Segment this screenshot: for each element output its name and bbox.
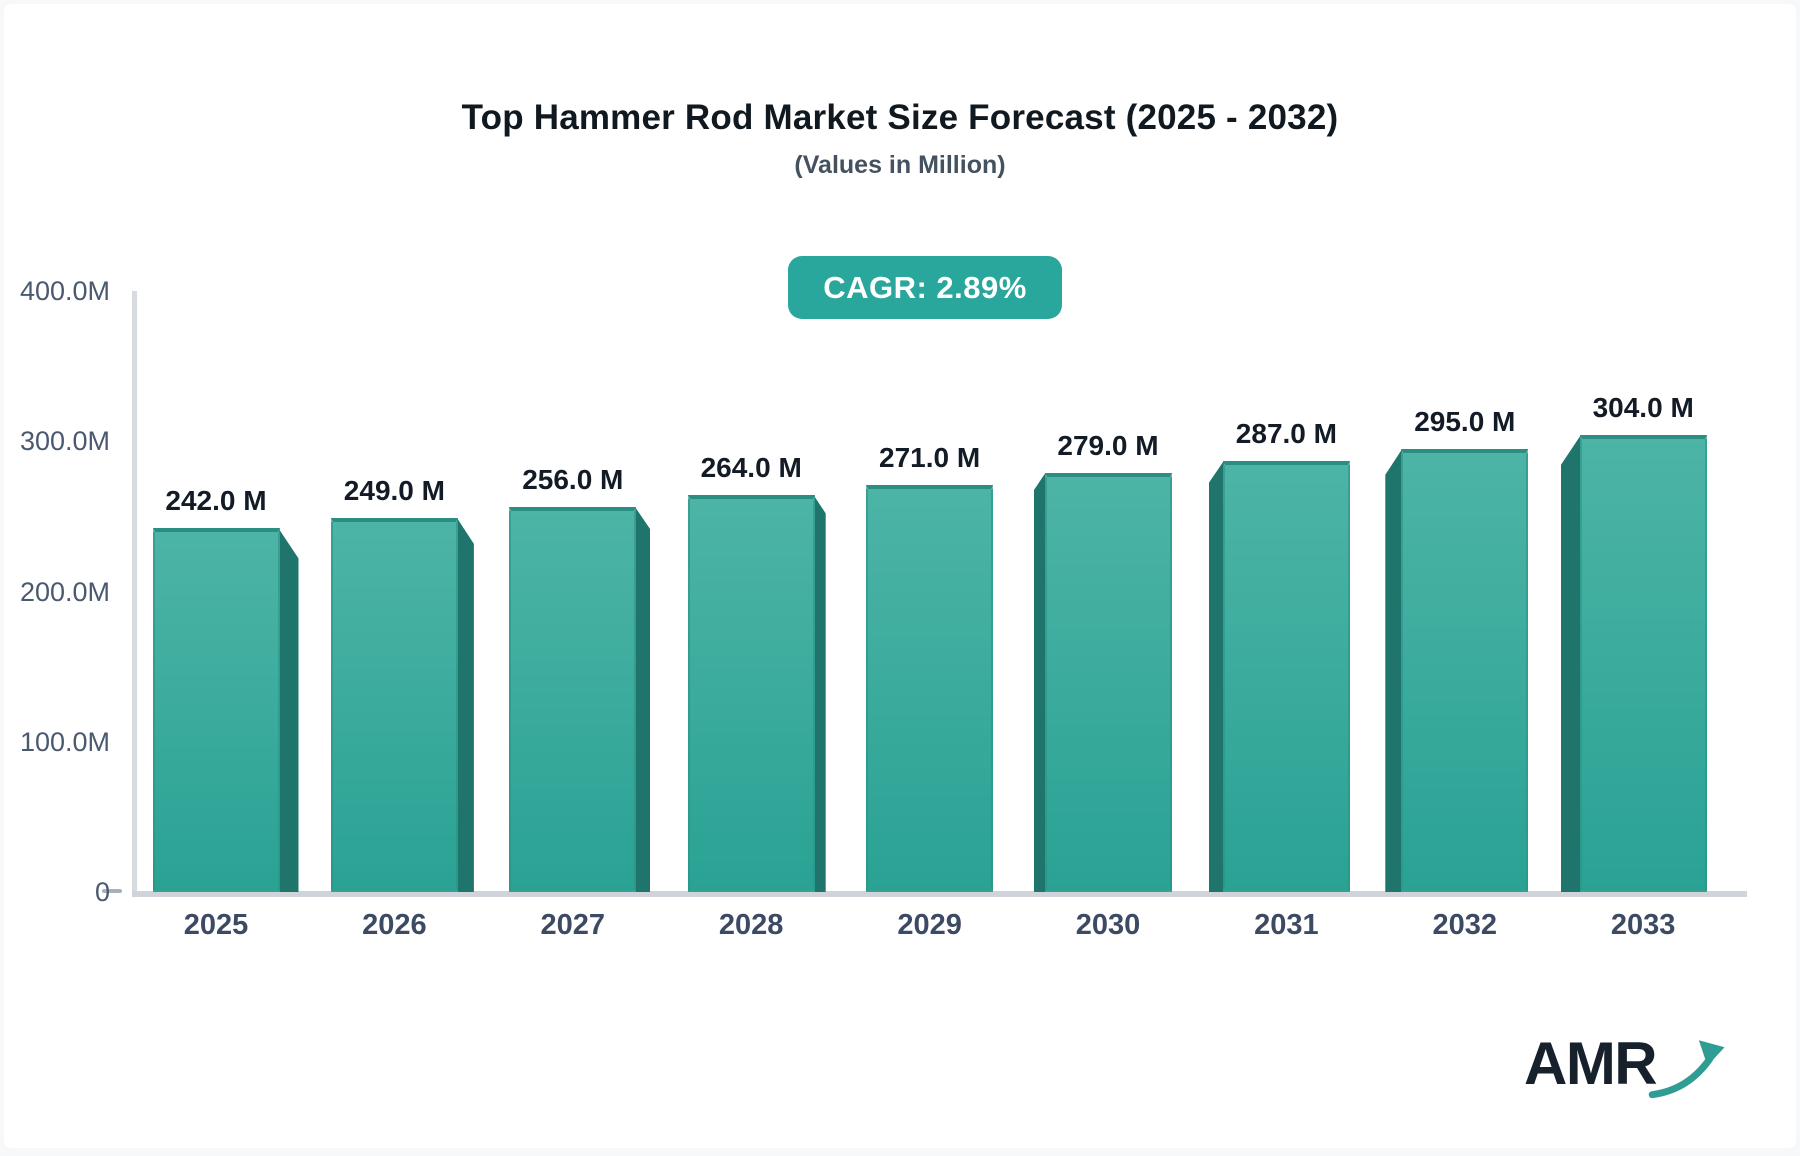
x-tick-label: 2029 xyxy=(897,909,962,941)
bar xyxy=(152,528,280,892)
x-tick-label: 2032 xyxy=(1432,909,1498,941)
chart-subtitle: (Values in Million) xyxy=(794,151,1006,179)
bar-side-face xyxy=(813,495,826,892)
bar-value-label: 249.0 M xyxy=(343,474,445,506)
y-tick-label: 300.0M xyxy=(19,426,110,457)
x-tick-label: 2028 xyxy=(718,909,784,941)
zero-tick-mark xyxy=(102,889,122,893)
bar-value-label: 295.0 M xyxy=(1414,405,1516,437)
bar-value-label: 279.0 M xyxy=(1057,429,1159,461)
bar-side-face xyxy=(1385,448,1403,892)
bar xyxy=(866,484,994,892)
y-tick-label: 100.0M xyxy=(19,726,110,757)
bar xyxy=(687,495,815,892)
bar xyxy=(1044,472,1172,892)
bar xyxy=(509,507,637,892)
x-axis-line xyxy=(132,891,1747,897)
bar xyxy=(1579,435,1707,892)
bar-value-label: 242.0 M xyxy=(165,485,267,517)
growth-arrow-icon xyxy=(1648,1040,1725,1099)
bar-side-face xyxy=(635,507,651,892)
bar-side-face xyxy=(1033,472,1046,892)
chart-title: Top Hammer Rod Market Size Forecast (202… xyxy=(461,98,1339,137)
x-tick-label: 2025 xyxy=(183,909,249,941)
x-tick-label: 2030 xyxy=(1075,909,1141,941)
y-tick-label: 200.0M xyxy=(19,576,110,607)
bar-value-label: 287.0 M xyxy=(1235,417,1337,449)
bar-side-face xyxy=(1208,460,1224,892)
bar-value-label: 256.0 M xyxy=(522,464,624,496)
y-axis-line xyxy=(132,291,137,897)
x-tick-label: 2031 xyxy=(1254,909,1319,941)
bar-value-label: 304.0 M xyxy=(1592,392,1694,424)
bar-value-label: 271.0 M xyxy=(879,441,981,473)
x-tick-label: 2026 xyxy=(362,909,427,941)
x-tick-label: 2033 xyxy=(1610,909,1676,941)
cagr-badge-label: CAGR: 2.89% xyxy=(823,269,1027,305)
bar-side-face xyxy=(1560,435,1581,892)
x-tick-label: 2027 xyxy=(540,909,606,941)
amr-logo-text: AMR xyxy=(1524,1030,1658,1097)
bar-value-label: 264.0 M xyxy=(700,452,802,484)
bar-side-face xyxy=(456,517,474,892)
y-tick-label: 0 xyxy=(94,877,110,907)
bar-chart: 400.0M 300.0M 200.0M 100.0M 0 242.0 M 249.0 M… xyxy=(4,4,1796,1152)
cagr-badge: CAGR: 2.89% xyxy=(788,256,1062,319)
y-tick-label: 400.0M xyxy=(19,276,110,306)
amr-logo: AMR xyxy=(1524,1032,1728,1104)
bar-side-face xyxy=(278,528,299,892)
bar xyxy=(1222,460,1350,892)
bar xyxy=(330,517,458,892)
chart-card: Top Hammer Rod Market Size Forecast (202… xyxy=(4,4,1796,1148)
bar xyxy=(1401,448,1529,892)
